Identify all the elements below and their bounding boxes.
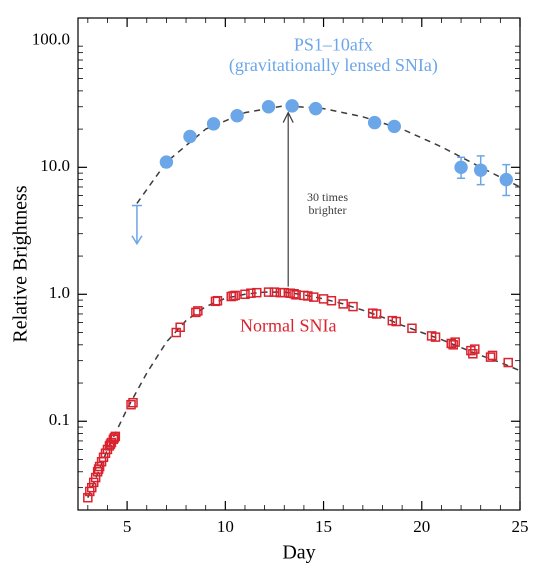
y-axis-label: Relative Brightness (10, 185, 32, 342)
x-tick-label: 20 (413, 517, 430, 536)
chart-svg: 5 10 15 20 25 Day 0.1 1.0 10.0 100.0 Relative Brig… (0, 0, 544, 568)
x-tick-label: 15 (315, 517, 332, 536)
normal-label: Normal SNIa (240, 315, 336, 335)
y-tick-label: 10.0 (40, 156, 70, 175)
y-tick-label: 1.0 (49, 283, 70, 302)
ps1-point (309, 102, 321, 114)
ps1-point (388, 120, 400, 132)
magnification-label: 30 times (307, 190, 348, 204)
ps1-point (500, 173, 512, 185)
ps1-point (184, 130, 196, 142)
ps1-label: (gravitationally lensed SNIa) (229, 55, 438, 76)
ps1-point (286, 100, 298, 112)
x-tick-label: 25 (512, 517, 529, 536)
ps1-fit-curve (137, 106, 520, 204)
ps1-point (475, 164, 487, 176)
plot-frame (78, 18, 520, 510)
chart-container: 5 10 15 20 25 Day 0.1 1.0 10.0 100.0 Relative Brig… (0, 0, 544, 568)
ps1-point (231, 110, 243, 122)
ps1-point (262, 101, 274, 113)
magnification-label: brighter (308, 203, 346, 217)
x-tick-label: 10 (217, 517, 234, 536)
ps1-point (160, 156, 172, 168)
y-tick-label: 100.0 (32, 29, 70, 48)
normal-point (92, 474, 100, 482)
ps1-point (368, 116, 380, 128)
ps1-point (207, 118, 219, 130)
ps1-label: PS1–10afx (294, 34, 373, 54)
normal-point (127, 401, 135, 409)
ps1-point (455, 161, 467, 173)
x-axis-label: Day (282, 542, 315, 564)
x-tick-label: 5 (123, 517, 132, 536)
y-tick-label: 0.1 (49, 410, 70, 429)
